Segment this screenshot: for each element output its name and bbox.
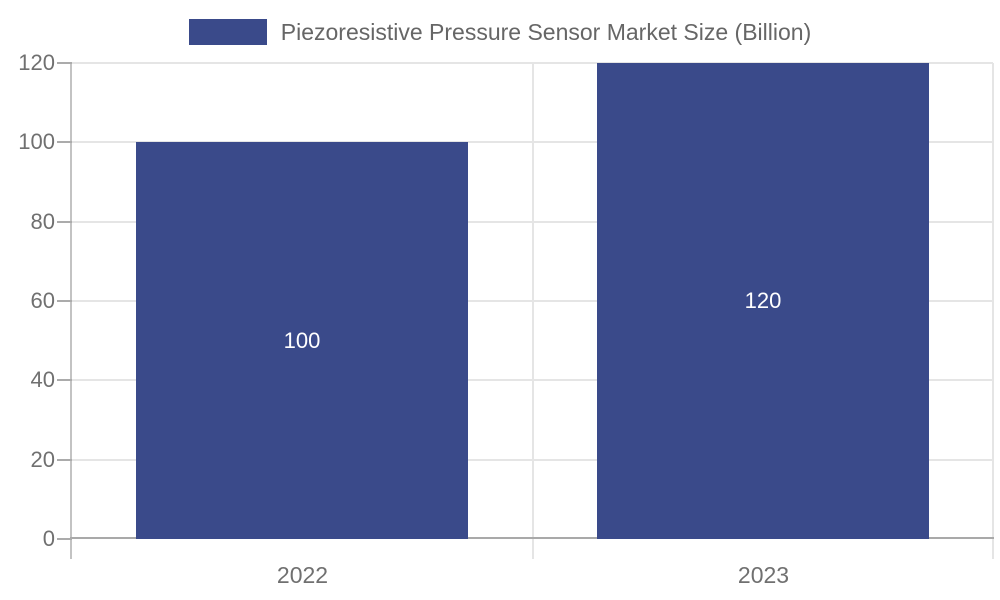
bar-2023[interactable] [597,63,929,539]
gridline-x-boundary [992,63,994,539]
x-axis-line [70,537,994,539]
gridline-x-boundary [532,63,534,539]
y-tick-mark [57,221,72,223]
y-tick-label: 0 [42,526,55,551]
y-tick-label: 100 [18,129,55,154]
x-tick-mark [992,539,994,559]
y-tick-mark [57,379,72,381]
y-tick-label: 120 [18,50,55,75]
legend[interactable]: Piezoresistive Pressure Sensor Market Si… [0,19,1000,45]
y-axis-line [70,63,72,559]
y-tick-mark [57,459,72,461]
y-tick-mark [57,141,72,143]
legend-swatch [188,19,267,45]
x-tick-label-2022: 2022 [276,562,329,588]
y-tick-mark [57,538,72,540]
y-tick-label: 80 [30,209,55,234]
legend-label: Piezoresistive Pressure Sensor Market Si… [280,19,812,45]
y-tick-mark [57,62,72,64]
y-tick-label: 60 [30,288,55,313]
bar-value-label: 120 [744,288,782,313]
y-tick-mark [57,300,72,302]
y-tick-label: 40 [30,367,55,392]
bar-2022[interactable] [136,142,468,539]
x-tick-mark [532,539,534,559]
y-tick-label: 20 [30,447,55,472]
x-tick-label-2023: 2023 [737,562,790,588]
bar-value-label: 100 [283,328,321,353]
